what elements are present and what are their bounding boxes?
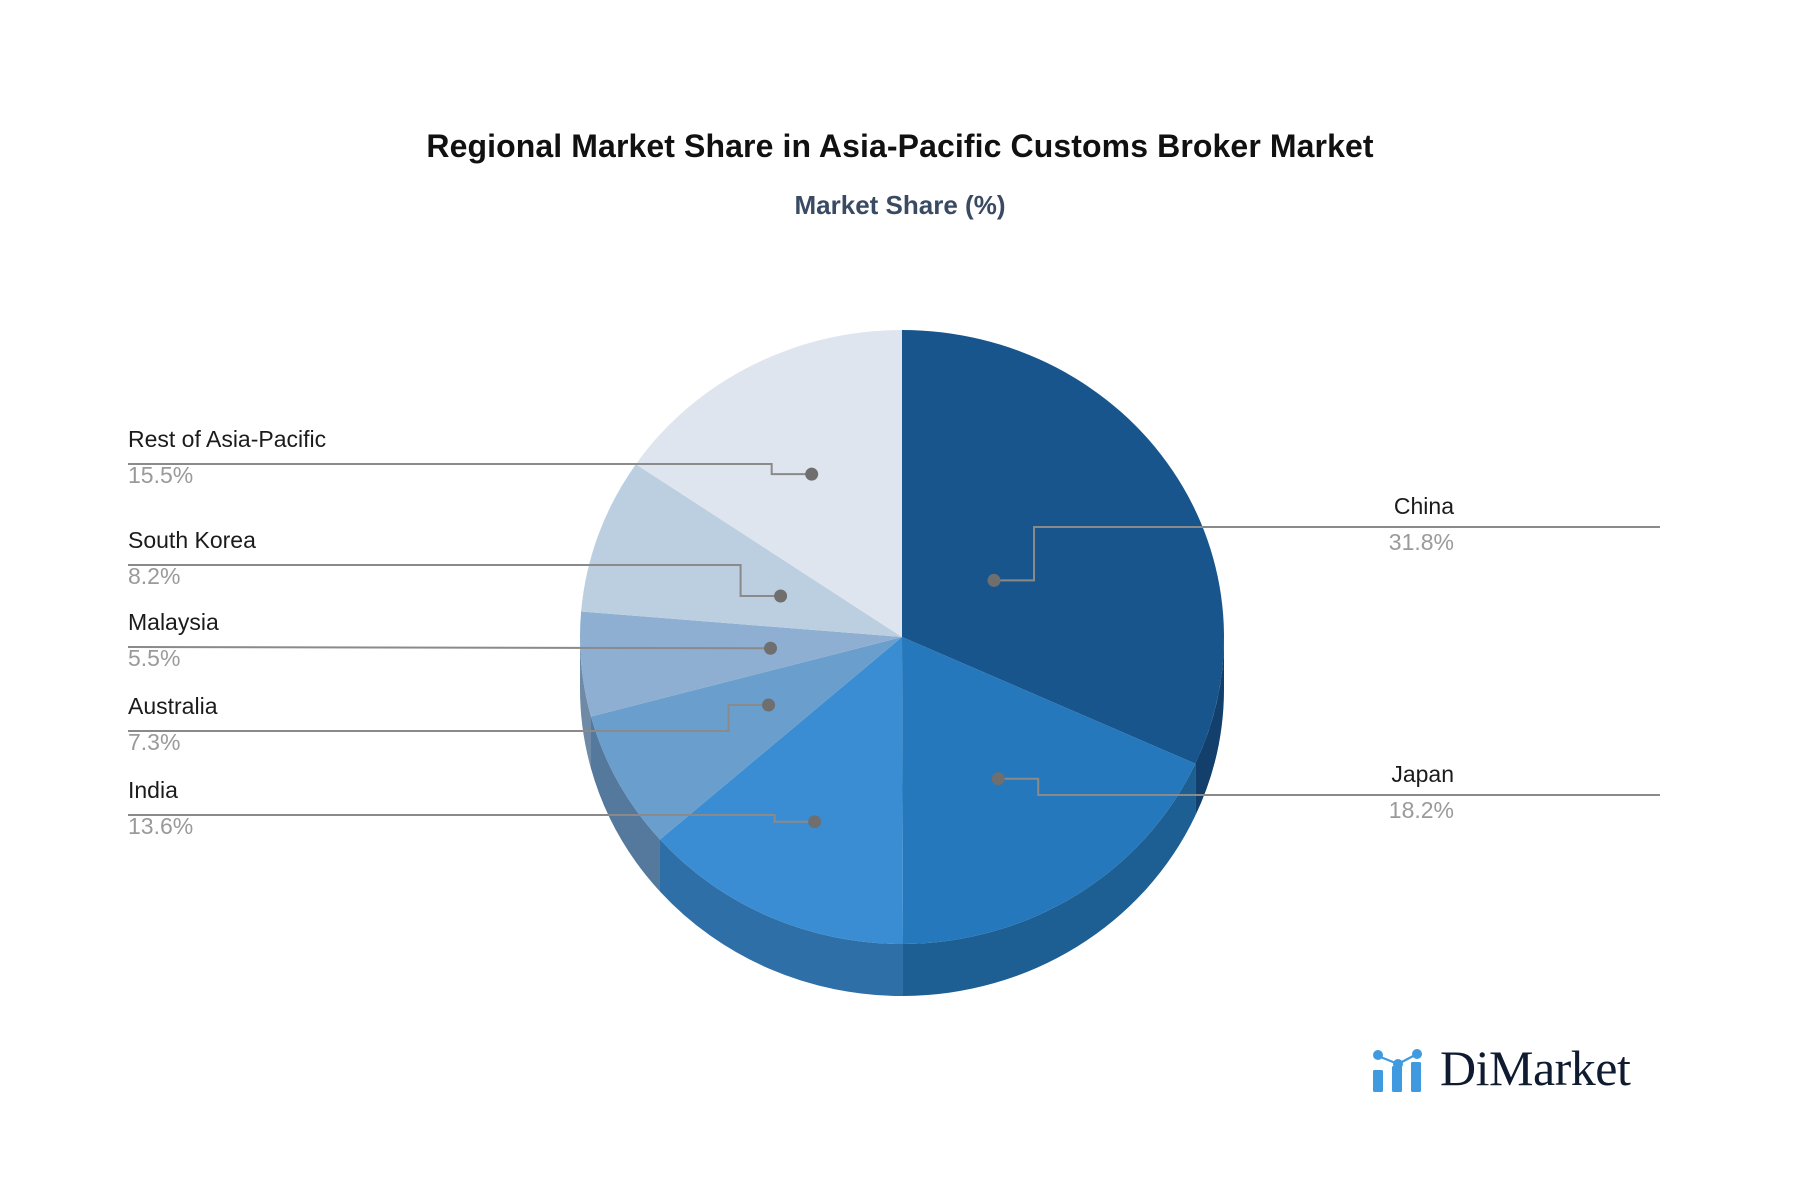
leader-dot — [774, 589, 788, 603]
callout-value: 8.2% — [128, 563, 181, 589]
pie-slice[interactable] — [635, 330, 902, 637]
callout-label: South Korea — [128, 527, 256, 553]
brand-name: DiMarket — [1440, 1040, 1631, 1096]
pie-slice-side — [1195, 637, 1224, 816]
leader-lines — [127, 463, 1660, 829]
pie-slice-side — [659, 839, 904, 996]
pie-slice[interactable] — [581, 464, 902, 637]
callout-value: 31.8% — [1388, 529, 1454, 555]
callout-value: 18.2% — [1388, 797, 1454, 823]
pie-slice[interactable] — [580, 611, 902, 717]
leader-line — [998, 777, 1660, 796]
callout-label: China — [1393, 493, 1454, 519]
leader-line — [128, 564, 781, 597]
bar-chart-icon — [1373, 1049, 1422, 1092]
leader-dot — [808, 815, 822, 829]
callout-australia[interactable]: Australia 7.3% — [128, 695, 217, 754]
pie-slice[interactable] — [902, 330, 1224, 764]
callout-label: Japan — [1391, 761, 1454, 787]
pie-slices — [580, 330, 1224, 944]
pie-slice[interactable] — [659, 637, 904, 944]
callout-value: 13.6% — [128, 813, 194, 839]
leader-dot — [764, 641, 778, 655]
brand-logo: DiMarket — [1370, 1040, 1631, 1096]
pie-slice-side — [580, 637, 591, 769]
callout-india[interactable]: India 13.6% — [128, 779, 193, 838]
leader-line — [128, 814, 815, 823]
callout-value: 5.5% — [128, 645, 181, 671]
leader-dot — [805, 467, 819, 481]
pie-slice[interactable] — [590, 637, 902, 840]
pie-3d-depth — [580, 637, 1224, 996]
pie-slice-side — [590, 716, 660, 892]
leader-line — [128, 463, 812, 476]
callout-malaysia[interactable]: Malaysia 5.5% — [128, 611, 219, 670]
callout-label: India — [128, 777, 178, 803]
pie-slice-side — [903, 763, 1196, 996]
leader-dot — [987, 573, 1001, 587]
callout-china[interactable]: China 31.8% — [1389, 495, 1454, 554]
callout-label: Rest of Asia-Pacific — [128, 426, 327, 452]
pie-slice[interactable] — [902, 637, 1196, 944]
chart-subtitle: Market Share (%) — [794, 190, 1006, 220]
leader-line — [994, 526, 1660, 582]
callout-label: Malaysia — [128, 609, 219, 635]
leader-dot — [991, 772, 1005, 786]
leader-line — [127, 646, 771, 650]
callout-japan[interactable]: Japan 18.2% — [1389, 763, 1454, 822]
callout-value: 7.3% — [128, 729, 181, 755]
callout-value: 15.5% — [128, 462, 194, 488]
page-title: Regional Market Share in Asia-Pacific Cu… — [426, 128, 1374, 164]
leader-line — [128, 704, 769, 732]
leader-dot — [762, 698, 776, 712]
callout-label: Australia — [128, 693, 218, 719]
callout-rest-of-asia-pacific[interactable]: Rest of Asia-Pacific 15.5% — [128, 428, 326, 487]
callout-south-korea[interactable]: South Korea 8.2% — [128, 529, 256, 588]
